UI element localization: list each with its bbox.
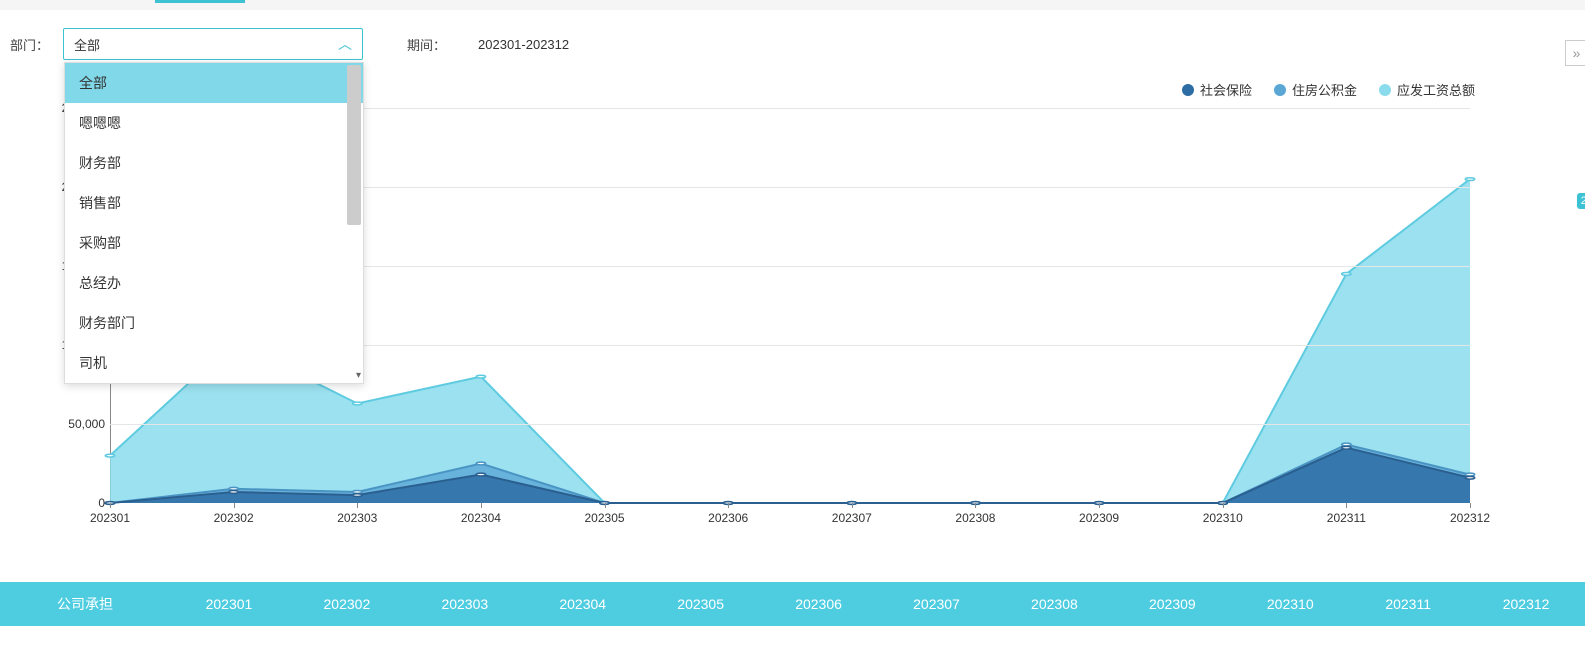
- y-tick-label: 50,000: [55, 417, 105, 431]
- data-point[interactable]: [476, 473, 486, 476]
- side-tag[interactable]: 20: [1577, 193, 1585, 209]
- data-point[interactable]: [1465, 178, 1475, 181]
- dropdown-option[interactable]: 全部: [65, 63, 363, 103]
- dropdown-option[interactable]: 采购部: [65, 223, 363, 263]
- grid-line: [110, 424, 1470, 425]
- data-point[interactable]: [1465, 473, 1475, 476]
- dropdown-option[interactable]: 销售部: [65, 183, 363, 223]
- table-header-month: 202307: [878, 596, 996, 612]
- table-header-month: 202311: [1349, 596, 1467, 612]
- legend-dot-icon: [1182, 84, 1194, 96]
- dept-select[interactable]: 全部 ︿ ▾ 全部嗯嗯嗯财务部销售部采购部总经办财务部门司机: [63, 28, 363, 60]
- data-point[interactable]: [476, 375, 486, 378]
- data-point[interactable]: [353, 491, 363, 494]
- x-tick-mark: [234, 503, 235, 508]
- legend-item[interactable]: 应发工资总额: [1379, 80, 1475, 99]
- dropdown-option[interactable]: 财务部门: [65, 303, 363, 343]
- dept-select-value: 全部: [74, 35, 338, 54]
- x-tick-label: 202304: [461, 511, 501, 525]
- top-toolbar: [0, 0, 1585, 10]
- dropdown-option[interactable]: 司机: [65, 343, 363, 383]
- x-tick-mark: [481, 503, 482, 508]
- legend-label: 应发工资总额: [1397, 80, 1475, 99]
- data-point[interactable]: [229, 487, 239, 490]
- table-header-month: 202304: [524, 596, 642, 612]
- chevron-right-icon: »: [1573, 45, 1581, 61]
- legend-dot-icon: [1274, 84, 1286, 96]
- data-point[interactable]: [105, 454, 115, 457]
- dropdown-option[interactable]: 财务部: [65, 143, 363, 183]
- x-tick-mark: [1470, 503, 1471, 508]
- data-point[interactable]: [1342, 273, 1352, 276]
- data-point[interactable]: [353, 402, 363, 405]
- data-point[interactable]: [476, 462, 486, 465]
- scrollbar-thumb[interactable]: [347, 65, 361, 225]
- table-header-month: 202301: [170, 596, 288, 612]
- table-header-month: 202302: [288, 596, 406, 612]
- y-tick-label: 0: [55, 496, 105, 510]
- dropdown-option[interactable]: 嗯嗯嗯: [65, 103, 363, 143]
- x-tick-label: 202301: [90, 511, 130, 525]
- legend-item[interactable]: 住房公积金: [1274, 80, 1357, 99]
- x-tick-mark: [110, 503, 111, 508]
- table-header-month: 202310: [1231, 596, 1349, 612]
- dropdown-option[interactable]: 总经办: [65, 263, 363, 303]
- table-header-month: 202308: [995, 596, 1113, 612]
- x-tick-label: 202311: [1327, 511, 1366, 525]
- table-header-month: 202312: [1467, 596, 1585, 612]
- x-tick-mark: [728, 503, 729, 508]
- x-tick-label: 202308: [955, 511, 995, 525]
- chevron-up-icon: ︿: [338, 34, 352, 54]
- table-header-month: 202303: [406, 596, 524, 612]
- x-tick-mark: [852, 503, 853, 508]
- chevron-down-icon: ▾: [356, 370, 361, 381]
- expand-panel-button[interactable]: »: [1565, 40, 1585, 66]
- table-header-month: 202309: [1113, 596, 1231, 612]
- data-point[interactable]: [1465, 476, 1475, 479]
- filter-bar: 部门： 全部 ︿ ▾ 全部嗯嗯嗯财务部销售部采购部总经办财务部门司机 期间： 2…: [0, 10, 1585, 68]
- x-tick-label: 202302: [214, 511, 254, 525]
- x-tick-label: 202309: [1079, 511, 1119, 525]
- x-tick-label: 202307: [832, 511, 872, 525]
- table-header-row: 公司承担 20230120230220230320230420230520230…: [0, 582, 1585, 626]
- table-header-first: 公司承担: [0, 594, 170, 614]
- x-tick-mark: [1223, 503, 1224, 508]
- x-tick-label: 202303: [337, 511, 377, 525]
- x-tick-label: 202312: [1450, 511, 1490, 525]
- x-tick-mark: [357, 503, 358, 508]
- table-header-month: 202305: [642, 596, 760, 612]
- data-point[interactable]: [353, 494, 363, 497]
- chart-legend: 社会保险 住房公积金 应发工资总额: [1182, 80, 1475, 99]
- x-tick-mark: [975, 503, 976, 508]
- x-tick-label: 202305: [585, 511, 625, 525]
- dept-dropdown: ▾ 全部嗯嗯嗯财务部销售部采购部总经办财务部门司机: [64, 62, 364, 384]
- legend-dot-icon: [1379, 84, 1391, 96]
- period-label: 期间：: [407, 35, 446, 54]
- dept-label: 部门：: [10, 35, 49, 54]
- data-point[interactable]: [229, 491, 239, 494]
- data-point[interactable]: [1342, 443, 1352, 446]
- table-header-month: 202306: [760, 596, 878, 612]
- legend-label: 社会保险: [1200, 80, 1252, 99]
- x-tick-label: 202306: [708, 511, 748, 525]
- x-tick-label: 202310: [1203, 511, 1243, 525]
- x-tick-mark: [605, 503, 606, 508]
- period-value: 202301-202312: [478, 37, 569, 52]
- x-tick-mark: [1346, 503, 1347, 508]
- legend-item[interactable]: 社会保险: [1182, 80, 1252, 99]
- x-tick-mark: [1099, 503, 1100, 508]
- legend-label: 住房公积金: [1292, 80, 1357, 99]
- data-point[interactable]: [1342, 446, 1352, 449]
